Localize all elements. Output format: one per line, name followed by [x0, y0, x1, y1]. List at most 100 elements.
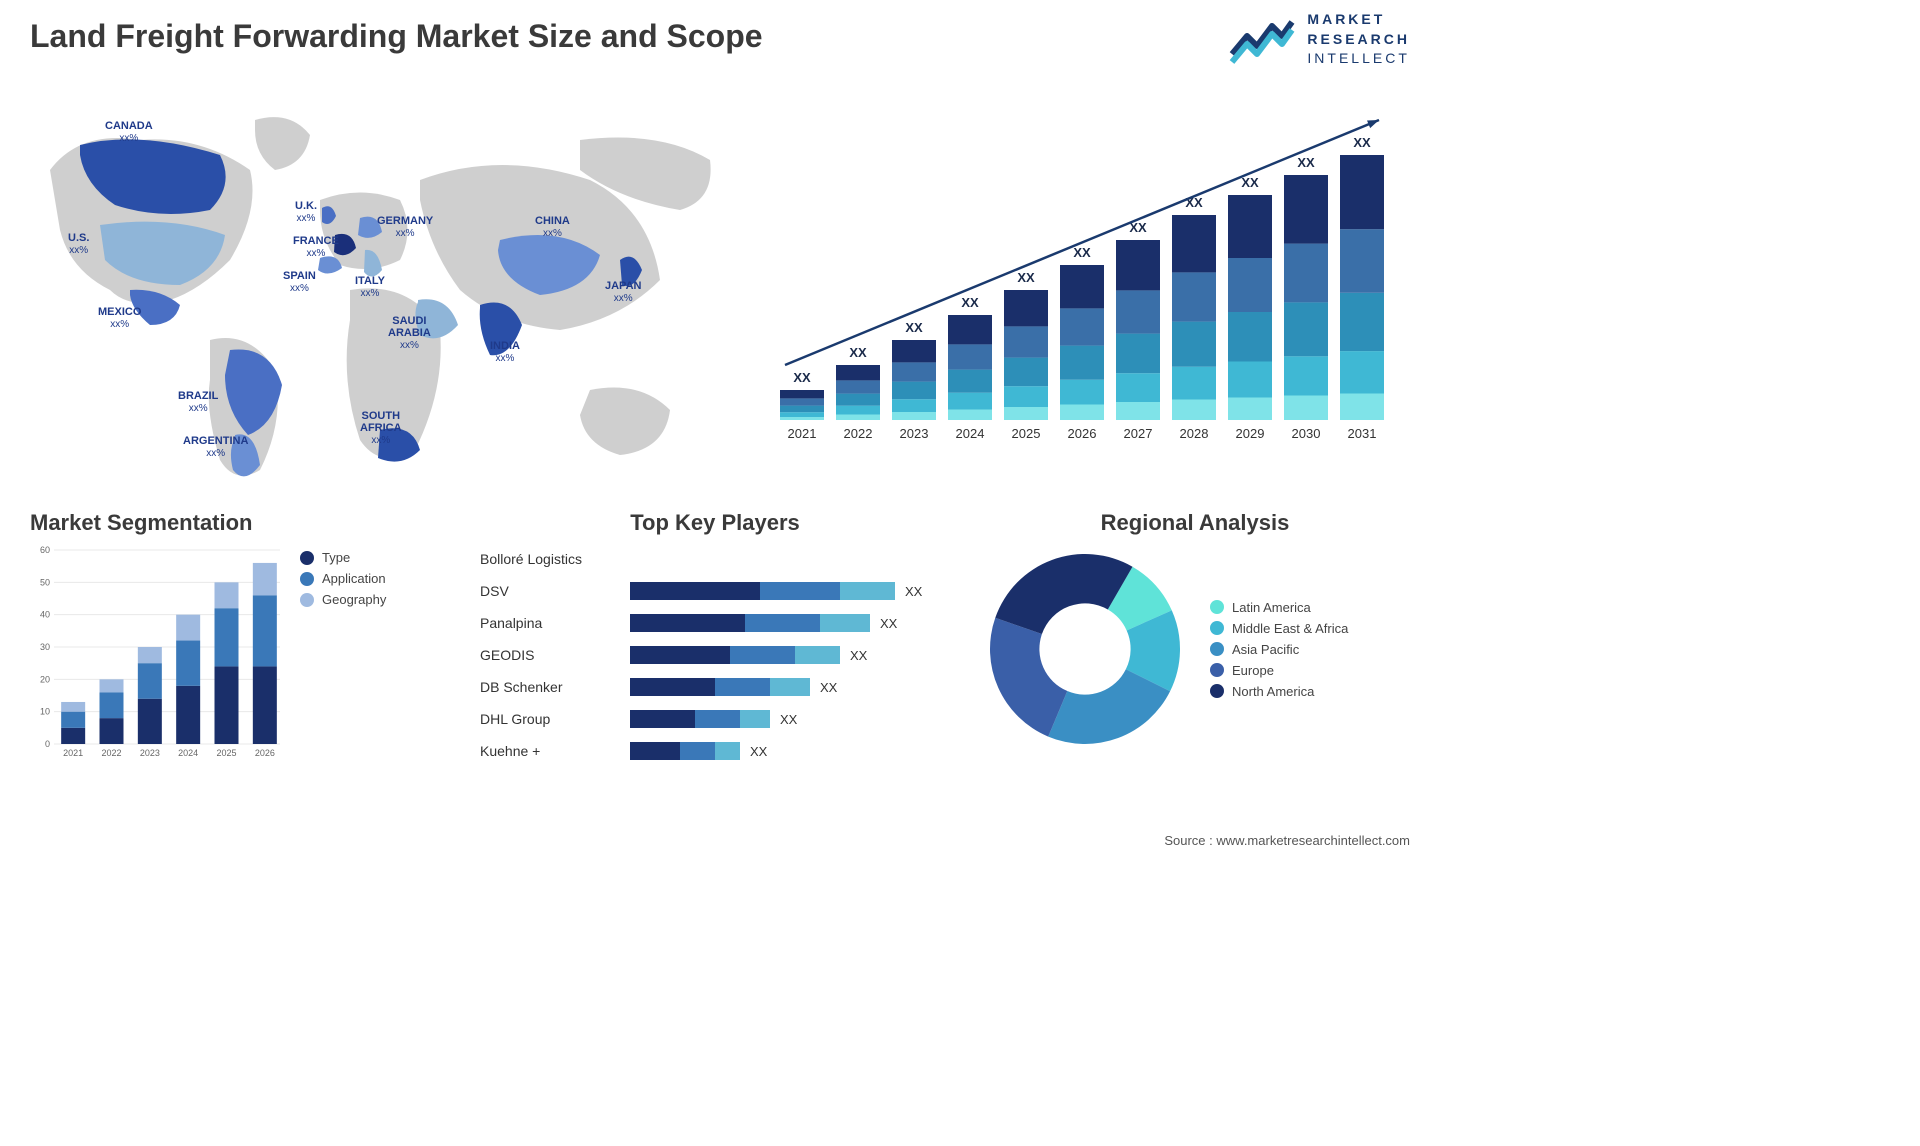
player-name: GEODIS	[480, 647, 630, 663]
map-label: ITALYxx%	[355, 275, 385, 299]
map-label: FRANCExx%	[293, 235, 339, 259]
svg-text:XX: XX	[1241, 175, 1259, 190]
player-bar	[630, 710, 770, 728]
map-label: SAUDIARABIAxx%	[388, 315, 431, 351]
legend-item: Europe	[1210, 663, 1348, 678]
player-row: Bolloré Logistics	[480, 544, 950, 574]
map-label: U.S.xx%	[68, 232, 89, 256]
player-row: DSV XX	[480, 576, 950, 606]
player-bar-segment	[795, 646, 840, 664]
player-bar-segment	[715, 678, 770, 696]
legend-item: Asia Pacific	[1210, 642, 1348, 657]
legend-label: Europe	[1232, 663, 1274, 678]
map-label: SOUTHAFRICAxx%	[360, 410, 402, 446]
svg-text:2030: 2030	[1292, 426, 1321, 441]
svg-text:2025: 2025	[1012, 426, 1041, 441]
player-value: XX	[905, 584, 922, 599]
logo-line1: MARKET	[1307, 11, 1385, 27]
legend-dot	[300, 593, 314, 607]
page-title: Land Freight Forwarding Market Size and …	[30, 18, 763, 55]
players-list: Bolloré Logistics DSV XX Panalpina XX GEODIS X…	[480, 544, 950, 766]
svg-text:XX: XX	[1017, 270, 1035, 285]
segmentation-title: Market Segmentation	[30, 510, 430, 536]
player-bar	[630, 614, 870, 632]
segmentation-chart: 0102030405060202120222023202420252026	[30, 544, 280, 774]
player-row: Kuehne +XX	[480, 736, 950, 766]
player-row: Panalpina XX	[480, 608, 950, 638]
logo-line2: RESEARCH	[1307, 31, 1410, 47]
player-bar-segment	[840, 582, 895, 600]
svg-text:2027: 2027	[1124, 426, 1153, 441]
player-bar-segment	[730, 646, 795, 664]
player-name: DSV	[480, 583, 630, 599]
svg-text:2021: 2021	[63, 748, 83, 758]
player-bar-segment	[760, 582, 840, 600]
legend-dot	[1210, 684, 1224, 698]
legend-label: North America	[1232, 684, 1314, 699]
svg-text:2024: 2024	[956, 426, 985, 441]
map-label: ARGENTINAxx%	[183, 435, 248, 459]
map-label: BRAZILxx%	[178, 390, 218, 414]
legend-label: Application	[322, 571, 386, 586]
legend-dot	[300, 551, 314, 565]
player-name: Panalpina	[480, 615, 630, 631]
player-bar-segment	[740, 710, 770, 728]
player-value: XX	[820, 680, 837, 695]
regional-title: Regional Analysis	[980, 510, 1410, 536]
svg-text:10: 10	[40, 707, 50, 717]
svg-text:2028: 2028	[1180, 426, 1209, 441]
map-label: MEXICOxx%	[98, 306, 141, 330]
segmentation-section: Market Segmentation 01020304050602021202…	[30, 510, 430, 774]
player-bar-segment	[630, 614, 745, 632]
player-name: Bolloré Logistics	[480, 551, 630, 567]
world-map: CANADAxx% U.S.xx% MEXICOxx% BRAZILxx% ARGENT…	[20, 90, 720, 490]
svg-text:20: 20	[40, 674, 50, 684]
regional-legend: Latin America Middle East & Africa Asia Pa…	[1210, 594, 1348, 705]
map-label: CHINAxx%	[535, 215, 570, 239]
player-bar-segment	[680, 742, 715, 760]
logo-text: MARKET RESEARCH INTELLECT	[1307, 10, 1410, 69]
map-label: CANADAxx%	[105, 120, 153, 144]
players-section: Top Key Players Bolloré LogisticsDSVXXPa…	[480, 510, 950, 768]
svg-text:XX: XX	[793, 370, 811, 385]
svg-text:2023: 2023	[900, 426, 929, 441]
player-value: XX	[750, 744, 767, 759]
legend-dot	[1210, 600, 1224, 614]
svg-text:2021: 2021	[788, 426, 817, 441]
legend-label: Latin America	[1232, 600, 1311, 615]
legend-item: Middle East & Africa	[1210, 621, 1348, 636]
growth-chart: XX2021XX2022XX2023XX2024XX2025XX2026XX20…	[770, 90, 1410, 460]
player-value: XX	[880, 616, 897, 631]
player-bar	[630, 582, 895, 600]
svg-text:XX: XX	[1073, 245, 1091, 260]
legend-label: Asia Pacific	[1232, 642, 1299, 657]
svg-text:2025: 2025	[216, 748, 236, 758]
source-text: Source : www.marketresearchintellect.com	[1164, 833, 1410, 848]
regional-section: Regional Analysis Latin America Middle Ea…	[980, 510, 1410, 754]
logo-icon	[1227, 14, 1297, 64]
brand-logo: MARKET RESEARCH INTELLECT	[1227, 10, 1410, 69]
svg-text:2023: 2023	[140, 748, 160, 758]
players-title: Top Key Players	[480, 510, 950, 536]
player-bar	[630, 646, 840, 664]
svg-text:2022: 2022	[101, 748, 121, 758]
player-bar-segment	[820, 614, 870, 632]
map-label: SPAINxx%	[283, 270, 316, 294]
legend-dot	[1210, 663, 1224, 677]
player-bar-segment	[630, 710, 695, 728]
legend-item: North America	[1210, 684, 1348, 699]
player-value: XX	[850, 648, 867, 663]
legend-item: Latin America	[1210, 600, 1348, 615]
legend-item: Application	[300, 571, 386, 586]
logo-line3: INTELLECT	[1307, 50, 1409, 66]
map-label: GERMANYxx%	[377, 215, 433, 239]
player-bar-segment	[630, 742, 680, 760]
player-bar-segment	[745, 614, 820, 632]
map-label: INDIAxx%	[490, 340, 520, 364]
svg-text:60: 60	[40, 545, 50, 555]
map-label: U.K.xx%	[295, 200, 317, 224]
map-label: JAPANxx%	[605, 280, 641, 304]
legend-dot	[1210, 621, 1224, 635]
legend-dot	[1210, 642, 1224, 656]
svg-text:XX: XX	[1353, 135, 1371, 150]
